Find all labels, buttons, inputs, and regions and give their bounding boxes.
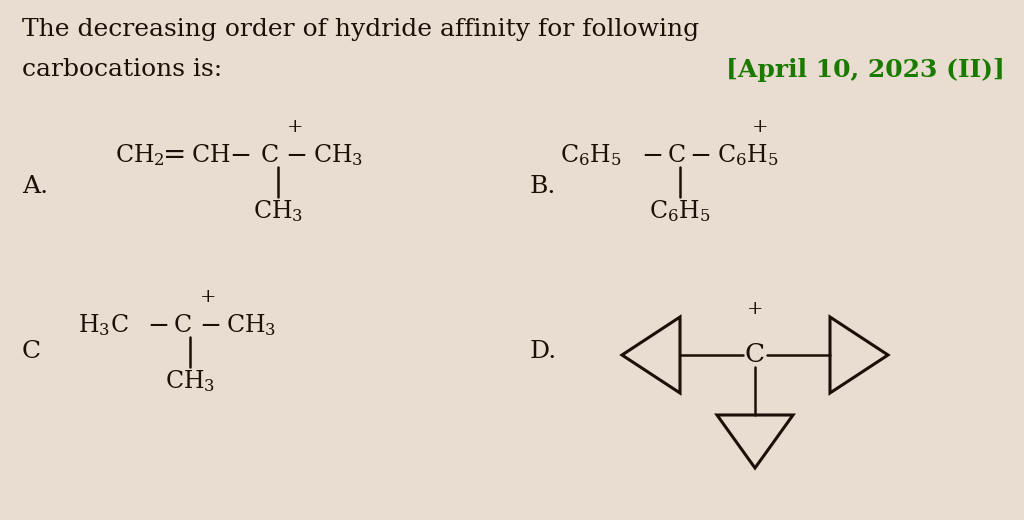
Text: +: +: [752, 118, 768, 136]
Text: $\mathregular{CH_2}$: $\mathregular{CH_2}$: [115, 142, 165, 168]
Text: C: C: [174, 314, 193, 336]
Text: +: +: [287, 118, 303, 136]
Text: =: =: [163, 141, 186, 168]
Text: $\mathregular{CH_3}$: $\mathregular{CH_3}$: [165, 368, 215, 394]
Text: $\mathregular{CH_3}$: $\mathregular{CH_3}$: [313, 142, 364, 168]
Text: $\mathregular{CH_3}$: $\mathregular{CH_3}$: [226, 312, 276, 338]
Text: $\mathregular{C_6H_5}$: $\mathregular{C_6H_5}$: [649, 198, 711, 224]
Text: +: +: [200, 288, 216, 306]
Text: A.: A.: [22, 175, 48, 198]
Text: C: C: [22, 340, 41, 363]
Text: −: −: [199, 313, 221, 337]
Text: −: −: [689, 142, 711, 167]
Text: $\mathregular{CH_3}$: $\mathregular{CH_3}$: [253, 198, 303, 224]
Text: $\mathregular{C_6H_5}$: $\mathregular{C_6H_5}$: [560, 142, 622, 168]
Text: −: −: [285, 142, 307, 167]
Text: +: +: [746, 300, 763, 318]
Text: $\mathregular{CH}$: $\mathregular{CH}$: [191, 144, 230, 166]
Text: [April 10, 2023 (II)]: [April 10, 2023 (II)]: [726, 58, 1005, 82]
Text: The decreasing order of hydride affinity for following: The decreasing order of hydride affinity…: [22, 18, 699, 41]
Text: $\mathregular{H_3C}$: $\mathregular{H_3C}$: [78, 312, 129, 338]
Text: D.: D.: [530, 340, 557, 363]
Text: C: C: [744, 343, 765, 368]
Text: C: C: [261, 144, 280, 166]
Text: −: −: [229, 142, 251, 167]
Text: −: −: [641, 142, 664, 167]
Text: −: −: [146, 313, 169, 337]
Text: C: C: [668, 144, 686, 166]
Text: carbocations is:: carbocations is:: [22, 58, 222, 81]
Text: $\mathregular{C_6H_5}$: $\mathregular{C_6H_5}$: [717, 142, 778, 168]
Text: B.: B.: [530, 175, 556, 198]
